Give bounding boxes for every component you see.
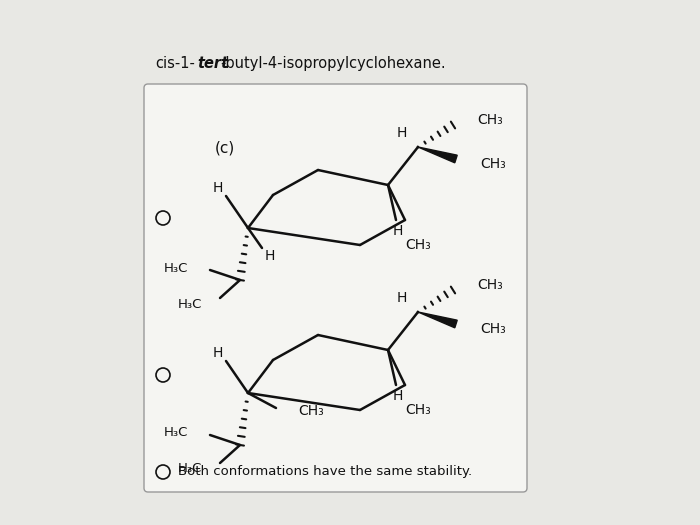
Text: Both conformations have the same stability.: Both conformations have the same stabili… [178,466,472,478]
Text: (c): (c) [215,141,235,155]
Text: H₃C: H₃C [178,463,202,476]
Text: CH₃: CH₃ [298,404,323,418]
Text: H₃C: H₃C [164,261,188,275]
Text: CH₃: CH₃ [480,157,505,171]
Text: tert: tert [197,56,228,71]
Text: CH₃: CH₃ [405,403,431,417]
Text: CH₃: CH₃ [477,278,503,292]
Text: CH₃: CH₃ [405,238,431,252]
Text: H₃C: H₃C [164,426,188,439]
Text: H: H [213,181,223,195]
Text: -butyl-4-isopropylcyclohexane.: -butyl-4-isopropylcyclohexane. [220,56,446,71]
Text: H: H [213,346,223,360]
Text: H: H [397,291,407,305]
Text: cis-1-: cis-1- [155,56,195,71]
FancyBboxPatch shape [144,84,527,492]
Text: H: H [393,389,403,403]
Text: H: H [397,126,407,140]
Polygon shape [418,312,457,328]
Text: CH₃: CH₃ [480,322,505,336]
Text: CH₃: CH₃ [477,113,503,127]
Text: H₃C: H₃C [178,298,202,310]
Text: H: H [265,249,275,263]
Polygon shape [418,147,457,163]
Text: H: H [393,224,403,238]
